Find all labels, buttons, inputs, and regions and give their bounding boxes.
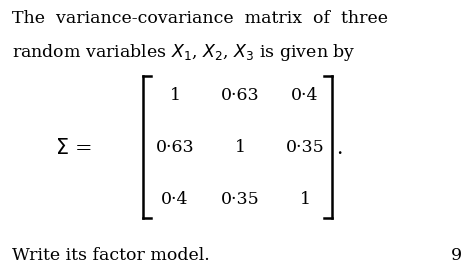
Text: 0·4: 0·4 <box>291 86 319 104</box>
Text: The  variance-covariance  matrix  of  three: The variance-covariance matrix of three <box>12 10 388 27</box>
Text: 1: 1 <box>300 191 310 209</box>
Text: random variables $X_1$, $X_2$, $X_3$ is given by: random variables $X_1$, $X_2$, $X_3$ is … <box>12 42 356 63</box>
Text: 0·35: 0·35 <box>220 191 259 209</box>
Text: .: . <box>336 138 342 158</box>
Text: $\Sigma$ =: $\Sigma$ = <box>55 138 92 158</box>
Text: 9: 9 <box>451 247 462 264</box>
Text: 0·35: 0·35 <box>286 140 324 157</box>
Text: Write its factor model.: Write its factor model. <box>12 247 210 264</box>
Text: 0·4: 0·4 <box>161 191 189 209</box>
Text: 0·63: 0·63 <box>221 86 259 104</box>
Text: 1: 1 <box>235 140 246 157</box>
Text: 0·63: 0·63 <box>155 140 194 157</box>
Text: 1: 1 <box>170 86 181 104</box>
